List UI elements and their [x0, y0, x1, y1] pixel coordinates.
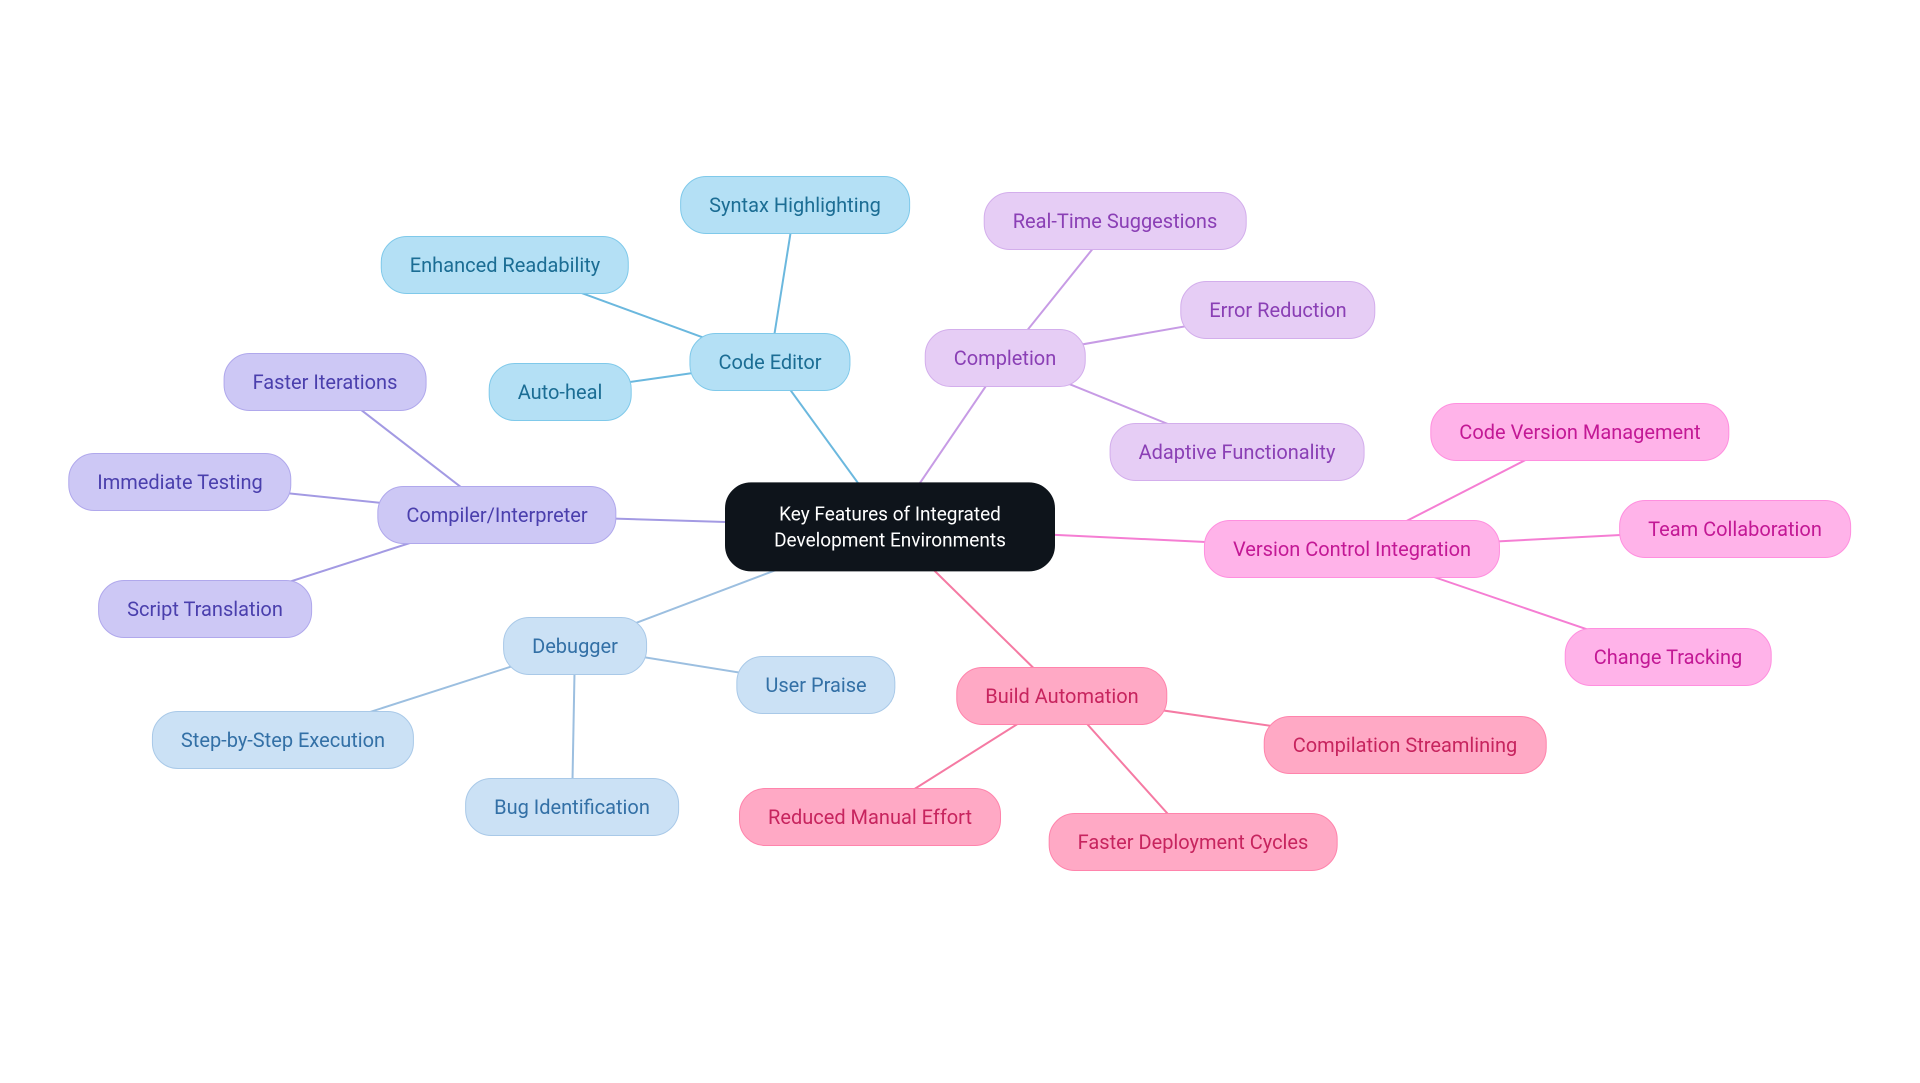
node-code-version-management: Code Version Management: [1430, 403, 1729, 461]
node-debugger: Debugger: [503, 617, 647, 675]
node-adaptive-functionality: Adaptive Functionality: [1110, 423, 1365, 481]
node-label: Adaptive Functionality: [1139, 440, 1336, 464]
node-label: Key Features of Integrated Development E…: [750, 501, 1030, 552]
node-syntax-highlighting: Syntax Highlighting: [680, 176, 910, 234]
node-label: Faster Iterations: [253, 370, 398, 394]
node-label: Code Version Management: [1459, 420, 1700, 444]
node-label: User Praise: [765, 673, 866, 697]
node-label: Syntax Highlighting: [709, 193, 881, 217]
node-label: Completion: [954, 346, 1057, 370]
node-label: Auto-heal: [518, 380, 603, 404]
node-immediate-testing: Immediate Testing: [68, 453, 291, 511]
node-compiler: Compiler/Interpreter: [377, 486, 616, 544]
node-label: Immediate Testing: [97, 470, 262, 494]
node-label: Version Control Integration: [1233, 537, 1471, 561]
node-label: Bug Identification: [494, 795, 650, 819]
node-reduced-manual-effort: Reduced Manual Effort: [739, 788, 1001, 846]
node-label: Change Tracking: [1594, 645, 1743, 669]
node-label: Reduced Manual Effort: [768, 805, 972, 829]
node-change-tracking: Change Tracking: [1565, 628, 1772, 686]
node-user-praise: User Praise: [736, 656, 895, 714]
node-script-translation: Script Translation: [98, 580, 312, 638]
node-enhanced-readability: Enhanced Readability: [381, 236, 629, 294]
node-team-collaboration: Team Collaboration: [1619, 500, 1851, 558]
node-version-control: Version Control Integration: [1204, 520, 1500, 578]
node-label: Build Automation: [985, 684, 1138, 708]
node-label: Enhanced Readability: [410, 253, 600, 277]
node-auto-heal: Auto-heal: [489, 363, 632, 421]
node-build-automation: Build Automation: [956, 667, 1167, 725]
node-label: Compilation Streamlining: [1293, 733, 1518, 757]
node-label: Compiler/Interpreter: [406, 503, 587, 527]
node-label: Error Reduction: [1209, 298, 1346, 322]
node-label: Code Editor: [718, 350, 821, 374]
node-label: Faster Deployment Cycles: [1078, 830, 1309, 854]
node-label: Debugger: [532, 634, 618, 658]
node-label: Team Collaboration: [1648, 517, 1822, 541]
node-label: Step-by-Step Execution: [181, 728, 385, 752]
node-code-editor: Code Editor: [689, 333, 850, 391]
node-label: Script Translation: [127, 597, 283, 621]
node-compilation-streamlining: Compilation Streamlining: [1264, 716, 1547, 774]
mindmap-canvas: Key Features of Integrated Development E…: [0, 0, 1920, 1083]
node-faster-iterations: Faster Iterations: [224, 353, 427, 411]
node-faster-deployment: Faster Deployment Cycles: [1049, 813, 1338, 871]
node-error-reduction: Error Reduction: [1180, 281, 1375, 339]
node-bug-identification: Bug Identification: [465, 778, 679, 836]
node-real-time-suggestions: Real-Time Suggestions: [984, 192, 1247, 250]
node-step-by-step: Step-by-Step Execution: [152, 711, 414, 769]
node-label: Real-Time Suggestions: [1013, 209, 1218, 233]
node-root: Key Features of Integrated Development E…: [725, 482, 1055, 571]
node-completion: Completion: [925, 329, 1086, 387]
